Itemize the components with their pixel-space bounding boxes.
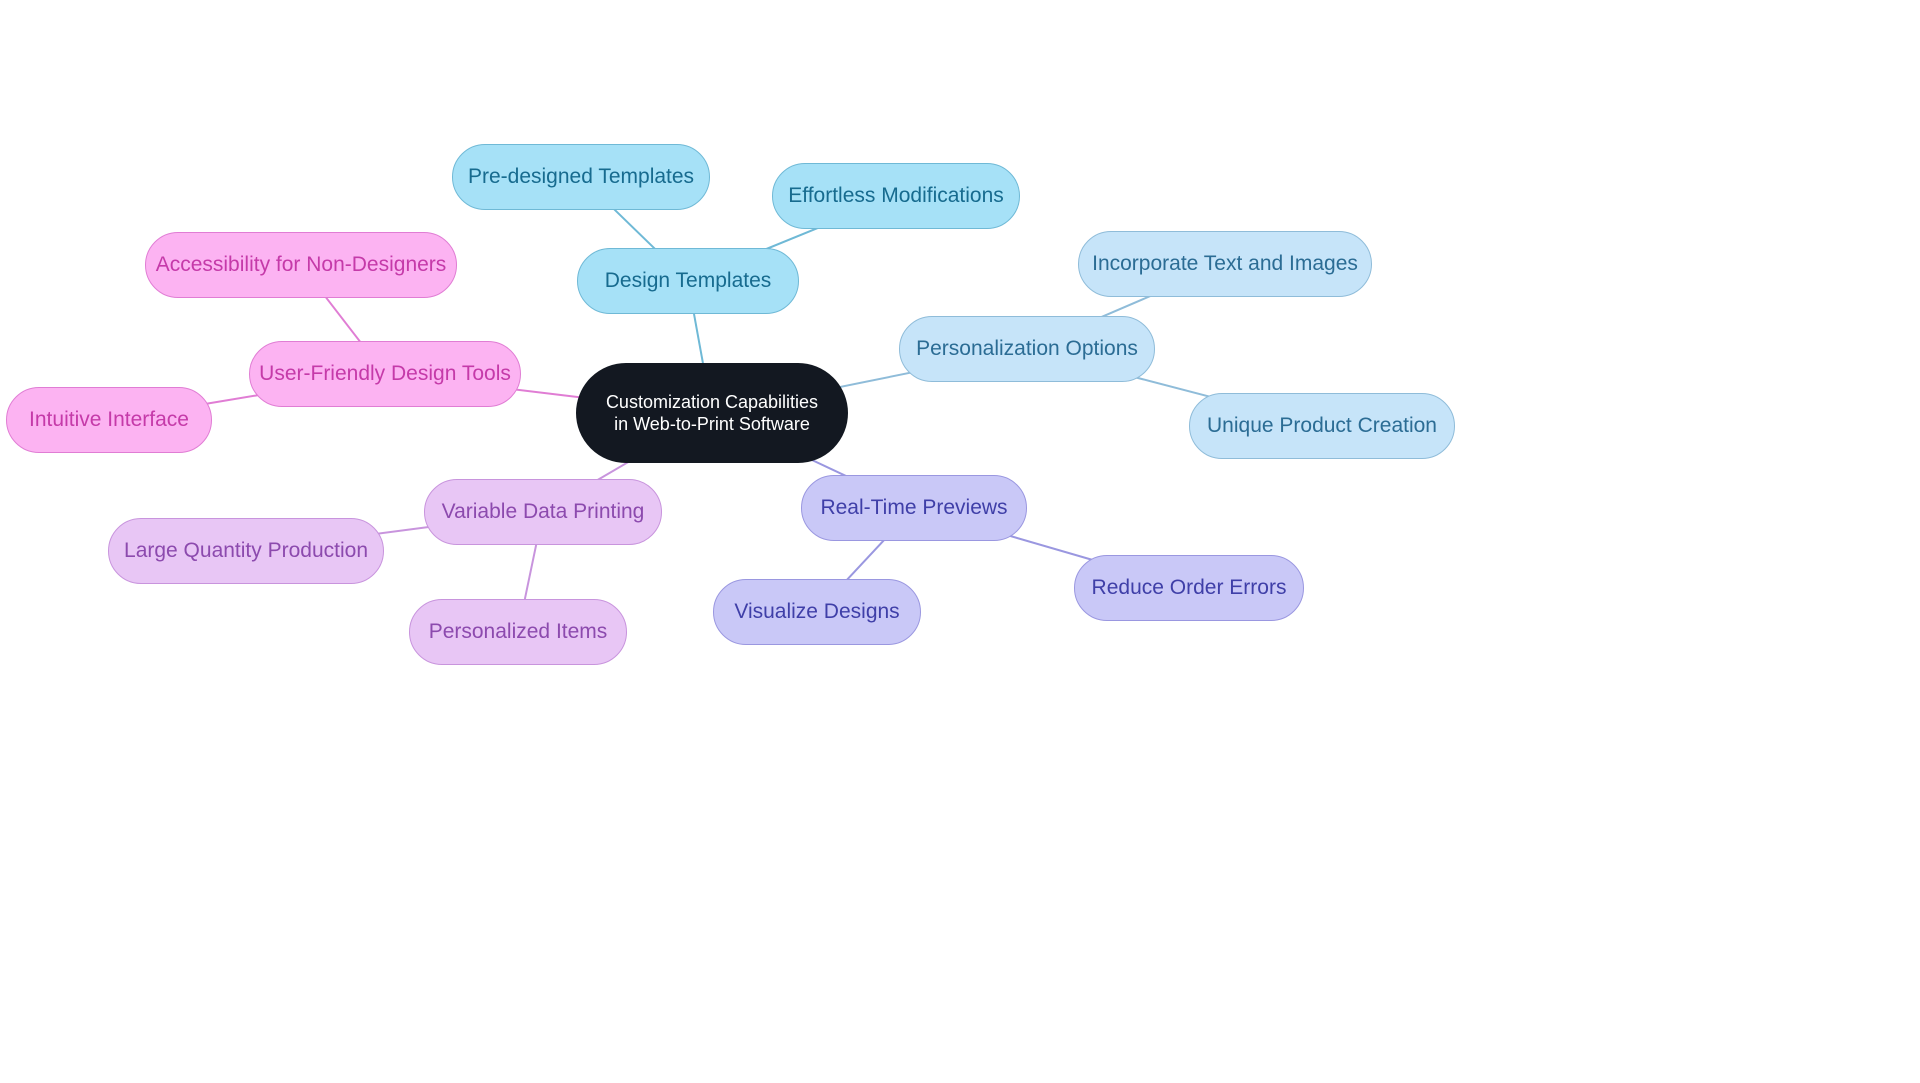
node-pre_designed: Pre-designed Templates: [452, 144, 710, 210]
node-label: Accessibility for Non-Designers: [156, 252, 447, 278]
node-design_templates: Design Templates: [577, 248, 799, 314]
node-label: Intuitive Interface: [29, 407, 189, 433]
node-accessibility: Accessibility for Non-Designers: [145, 232, 457, 298]
node-label: Unique Product Creation: [1207, 413, 1437, 439]
node-effortless_mods: Effortless Modifications: [772, 163, 1020, 229]
edge-user_friendly-accessibility: [326, 298, 360, 342]
node-visualize: Visualize Designs: [713, 579, 921, 645]
node-personalized_items: Personalized Items: [409, 599, 627, 665]
edge-variable_data-personalized_items: [525, 545, 536, 599]
node-large_qty: Large Quantity Production: [108, 518, 384, 584]
node-intuitive: Intuitive Interface: [6, 387, 212, 453]
node-variable_data: Variable Data Printing: [424, 479, 662, 545]
node-label: Reduce Order Errors: [1092, 575, 1287, 601]
edge-realtime-visualize: [847, 540, 885, 581]
node-label: Pre-designed Templates: [468, 164, 694, 190]
node-label: Effortless Modifications: [788, 183, 1004, 209]
node-reduce_errors: Reduce Order Errors: [1074, 555, 1304, 621]
node-label: Real-Time Previews: [820, 495, 1007, 521]
node-label: Design Templates: [605, 268, 772, 294]
node-label: Incorporate Text and Images: [1092, 251, 1358, 277]
node-label: Large Quantity Production: [124, 538, 368, 564]
node-unique_product: Unique Product Creation: [1189, 393, 1455, 459]
node-center: Customization Capabilities in Web-to-Pri…: [576, 363, 848, 463]
node-label: User-Friendly Design Tools: [259, 361, 511, 387]
node-incorporate: Incorporate Text and Images: [1078, 231, 1372, 297]
node-realtime: Real-Time Previews: [801, 475, 1027, 541]
node-label: Variable Data Printing: [442, 499, 645, 525]
node-label: Personalized Items: [429, 619, 608, 645]
node-label: Visualize Designs: [734, 599, 899, 625]
node-label: Personalization Options: [916, 336, 1138, 362]
node-label: Customization Capabilities in Web-to-Pri…: [605, 391, 819, 436]
edge-design_templates-pre_designed: [614, 209, 656, 250]
edge-center-user_friendly: [507, 389, 583, 398]
node-personalization: Personalization Options: [899, 316, 1155, 382]
node-user_friendly: User-Friendly Design Tools: [249, 341, 521, 407]
edge-center-design_templates: [694, 314, 703, 363]
